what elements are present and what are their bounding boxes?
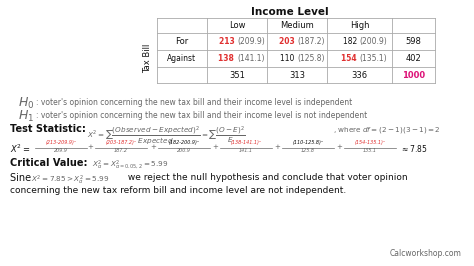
Text: +: + — [150, 144, 156, 150]
Text: 200.9: 200.9 — [177, 148, 191, 153]
Text: $X^2_\alpha=X^2_{\alpha=0.05,2}=5.99$: $X^2_\alpha=X^2_{\alpha=0.05,2}=5.99$ — [92, 159, 168, 172]
Text: Sine: Sine — [10, 173, 37, 183]
Text: we reject the null hypothesis and conclude that voter opinion: we reject the null hypothesis and conclu… — [125, 173, 408, 182]
Text: 351: 351 — [229, 70, 245, 80]
Text: Income Level: Income Level — [251, 7, 329, 17]
Text: 313: 313 — [289, 70, 305, 80]
Text: (141.1): (141.1) — [237, 54, 264, 63]
Text: $H_0$: $H_0$ — [18, 96, 35, 111]
Text: $X^2=7.85>X^2_\alpha=5.99$: $X^2=7.85>X^2_\alpha=5.99$ — [31, 174, 109, 187]
Text: , where $\mathit{df}=(2-1)(3-1)=2$: , where $\mathit{df}=(2-1)(3-1)=2$ — [333, 125, 441, 135]
Text: (213-209.9)²: (213-209.9)² — [46, 140, 76, 145]
Text: $\mathit{X^2}=\sum\dfrac{\mathit{(Observed-Expected)^2}}{\mathit{Expected}}=\sum: $\mathit{X^2}=\sum\dfrac{\mathit{(Observ… — [87, 124, 246, 147]
Text: 135.1: 135.1 — [363, 148, 377, 153]
Text: For: For — [175, 37, 189, 46]
Text: 154: 154 — [341, 54, 359, 63]
Text: (138-141.1)²: (138-141.1)² — [230, 140, 262, 145]
Text: : voter's opinion concerning the new tax bill and their income level is independ: : voter's opinion concerning the new tax… — [36, 98, 352, 107]
Text: 402: 402 — [406, 54, 421, 63]
Text: Test Statistic:: Test Statistic: — [10, 124, 86, 134]
Text: 110: 110 — [280, 54, 297, 63]
Text: 598: 598 — [406, 37, 421, 46]
Text: High: High — [350, 20, 369, 30]
Text: +: + — [87, 144, 93, 150]
Text: (125.8): (125.8) — [297, 54, 325, 63]
Text: 203: 203 — [279, 37, 297, 46]
Text: Tax Bill: Tax Bill — [144, 43, 153, 73]
Text: 336: 336 — [351, 70, 367, 80]
Text: 141.1: 141.1 — [239, 148, 253, 153]
Text: Critical Value:: Critical Value: — [10, 158, 88, 168]
Text: (203-187.2)²: (203-187.2)² — [106, 140, 137, 145]
Text: 182: 182 — [343, 37, 359, 46]
Text: $\approx 7.85$: $\approx 7.85$ — [400, 143, 428, 154]
Text: 138: 138 — [219, 54, 237, 63]
Text: concerning the new tax reform bill and income level are not independent.: concerning the new tax reform bill and i… — [10, 186, 346, 195]
Text: Medium: Medium — [280, 20, 314, 30]
Text: (209.9): (209.9) — [237, 37, 265, 46]
Text: Calcworkshop.com: Calcworkshop.com — [390, 249, 462, 258]
Text: 1000: 1000 — [402, 70, 425, 80]
Text: 213: 213 — [219, 37, 237, 46]
Text: (135.1): (135.1) — [359, 54, 387, 63]
Text: (110-125.8)²: (110-125.8)² — [292, 140, 323, 145]
Text: : voter's opinion concerning the new tax bill and their income level is not inde: : voter's opinion concerning the new tax… — [36, 111, 367, 120]
Text: $H_1$: $H_1$ — [18, 109, 34, 124]
Text: Against: Against — [167, 54, 197, 63]
Text: (182-200.9)²: (182-200.9)² — [169, 140, 200, 145]
Text: (200.9): (200.9) — [359, 37, 387, 46]
Text: +: + — [336, 144, 342, 150]
Text: 209.9: 209.9 — [54, 148, 68, 153]
Text: (187.2): (187.2) — [297, 37, 325, 46]
Text: 125.8: 125.8 — [301, 148, 315, 153]
Text: +: + — [274, 144, 280, 150]
Text: +: + — [212, 144, 218, 150]
Text: Low: Low — [229, 20, 245, 30]
Text: (154-135.1)²: (154-135.1)² — [355, 140, 385, 145]
Text: $X^2=$: $X^2=$ — [10, 143, 30, 155]
Text: 187.2: 187.2 — [114, 148, 128, 153]
